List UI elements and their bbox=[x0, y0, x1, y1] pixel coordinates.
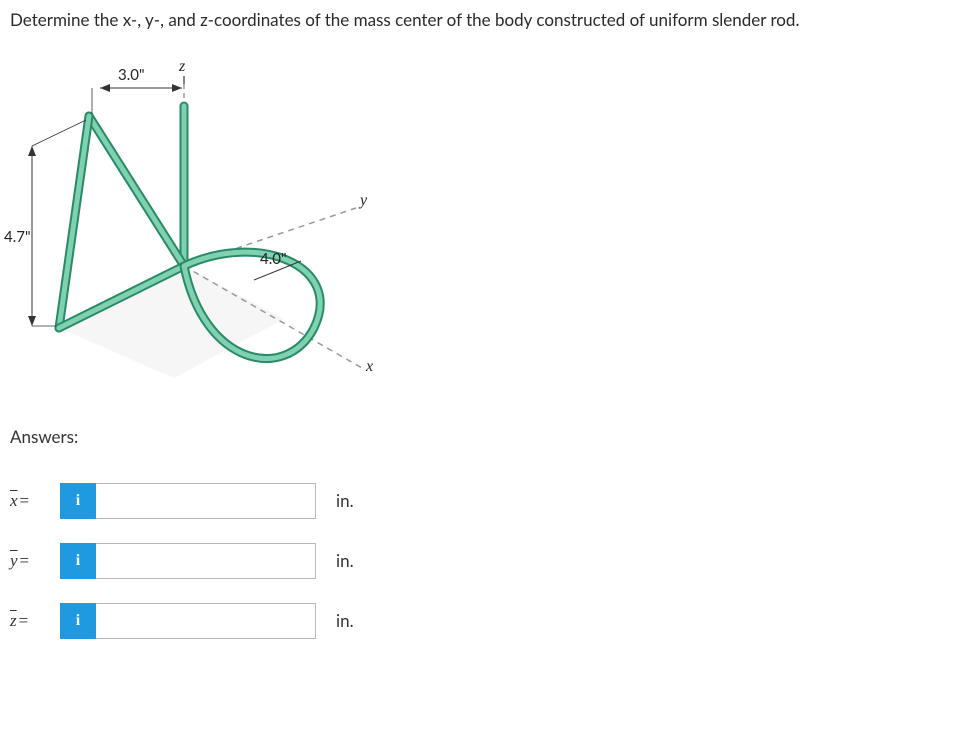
info-chip-z[interactable]: i bbox=[60, 603, 96, 639]
rod-left-inner bbox=[59, 116, 89, 328]
info-chip-y[interactable]: i bbox=[60, 543, 96, 579]
answer-label-x: x= bbox=[10, 491, 60, 511]
y-axis-label: y bbox=[360, 192, 367, 210]
info-chip-x[interactable]: i bbox=[60, 483, 96, 519]
question-text: Determine the x-, y-, and z-coordinates … bbox=[10, 8, 960, 32]
answers-heading: Answers: bbox=[10, 426, 960, 447]
x-axis-label: x bbox=[366, 358, 373, 376]
unit-x: in. bbox=[336, 490, 354, 511]
unit-y: in. bbox=[336, 550, 354, 571]
dim-semi-label: 4.0" bbox=[260, 250, 287, 268]
dim-top-arrow-r bbox=[172, 84, 182, 92]
answer-input-y[interactable] bbox=[96, 543, 316, 579]
dim-left-ext-top bbox=[32, 120, 86, 146]
answer-input-x[interactable] bbox=[96, 483, 316, 519]
z-axis-label: z bbox=[179, 58, 185, 76]
answer-row-y: y= i in. bbox=[10, 543, 960, 579]
answer-label-z: z= bbox=[10, 611, 60, 631]
answer-row-x: x= i in. bbox=[10, 483, 960, 519]
ground-shadow bbox=[59, 266, 284, 378]
dim-top-label: 3.0" bbox=[118, 66, 145, 84]
answer-label-y: y= bbox=[10, 551, 60, 571]
dim-left-arrow-top bbox=[28, 146, 36, 156]
dim-left-label: 4.7" bbox=[4, 228, 31, 246]
dim-left-arrow-bot bbox=[28, 316, 36, 326]
unit-z: in. bbox=[336, 610, 354, 631]
rod-hypotenuse-inner bbox=[89, 116, 184, 266]
answer-row-z: z= i in. bbox=[10, 603, 960, 639]
figure: 3.0" 4.7" 4.0" z y x bbox=[4, 66, 424, 416]
answer-input-z[interactable] bbox=[96, 603, 316, 639]
figure-svg bbox=[4, 66, 424, 416]
dim-top-arrow-l bbox=[100, 84, 110, 92]
